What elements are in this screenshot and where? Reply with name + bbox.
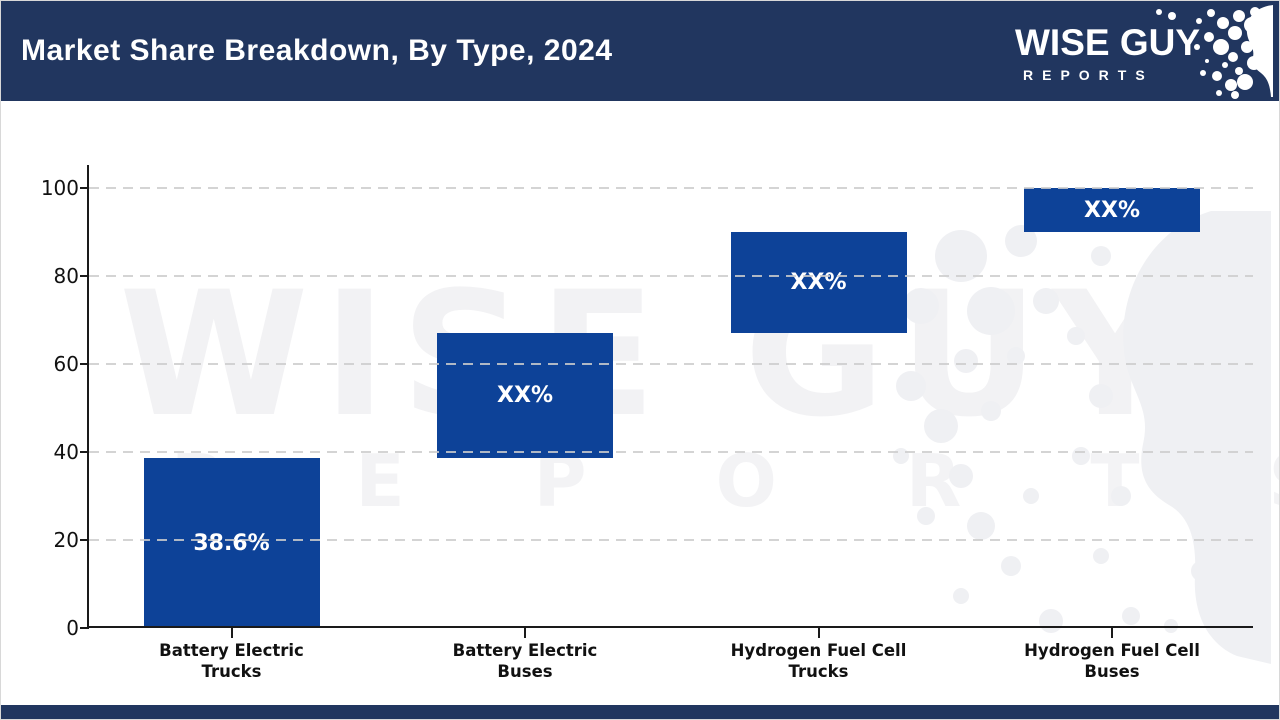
x-axis-line — [87, 626, 1253, 628]
logo-dots-face-icon — [1156, 5, 1273, 99]
bar-segment: XX% — [730, 232, 907, 334]
y-tick-label-80: 80 — [53, 264, 79, 288]
bar-value-label: XX% — [497, 383, 553, 409]
gridline-y-60 — [89, 363, 1253, 365]
x-tick — [524, 628, 526, 638]
bar-segment: XX% — [437, 333, 613, 459]
x-tick — [230, 628, 233, 638]
watermark-text-line1: WISE GUY — [119, 254, 1192, 455]
footer-bar — [1, 705, 1279, 719]
bar-segment: 38.6% — [143, 458, 320, 628]
header-bar: Market Share Breakdown, By Type, 2024 WI… — [1, 1, 1279, 101]
y-tick-0 — [80, 627, 89, 629]
bar-value-label: XX% — [1084, 197, 1140, 223]
logo-wordmark: WISE GUY — [1015, 22, 1200, 63]
y-tick-label-0: 0 — [66, 616, 79, 640]
bar-value-label: XX% — [790, 270, 847, 296]
y-tick-100 — [80, 187, 89, 189]
x-tick — [1111, 628, 1113, 638]
bar-value-label: 38.6% — [193, 530, 270, 556]
x-category-label: Battery Electric Buses — [452, 641, 598, 681]
y-tick-60 — [80, 363, 89, 365]
y-tick-label-40: 40 — [53, 440, 79, 464]
x-tick — [817, 628, 820, 638]
bar-segment: XX% — [1024, 188, 1200, 232]
gridline-y-80 — [89, 275, 1253, 277]
y-tick-20 — [80, 539, 89, 541]
wise-guy-reports-logo: WISE GUY REPORTS — [1015, 5, 1273, 99]
x-category-label: Hydrogen Fuel Cell Buses — [1024, 641, 1200, 681]
watermark-text-line2: R E P O R T S — [171, 439, 1280, 523]
y-tick-label-20: 20 — [53, 528, 79, 552]
logo-subtitle: REPORTS — [1023, 67, 1154, 83]
page-title: Market Share Breakdown, By Type, 2024 — [21, 34, 613, 67]
x-category-label: Battery Electric Trucks — [159, 641, 304, 681]
y-axis-line — [87, 165, 89, 628]
x-category-label: Hydrogen Fuel Cell Trucks — [730, 641, 907, 681]
y-tick-label-60: 60 — [53, 352, 79, 376]
gridline-y-40 — [89, 451, 1253, 453]
y-tick-40 — [80, 451, 89, 453]
y-tick-80 — [80, 275, 89, 277]
watermark-dots-face-graphic — [893, 211, 1271, 664]
y-tick-label-100: 100 — [40, 176, 79, 200]
gridline-y-100 — [89, 187, 1253, 189]
gridline-y-20 — [89, 539, 1253, 541]
